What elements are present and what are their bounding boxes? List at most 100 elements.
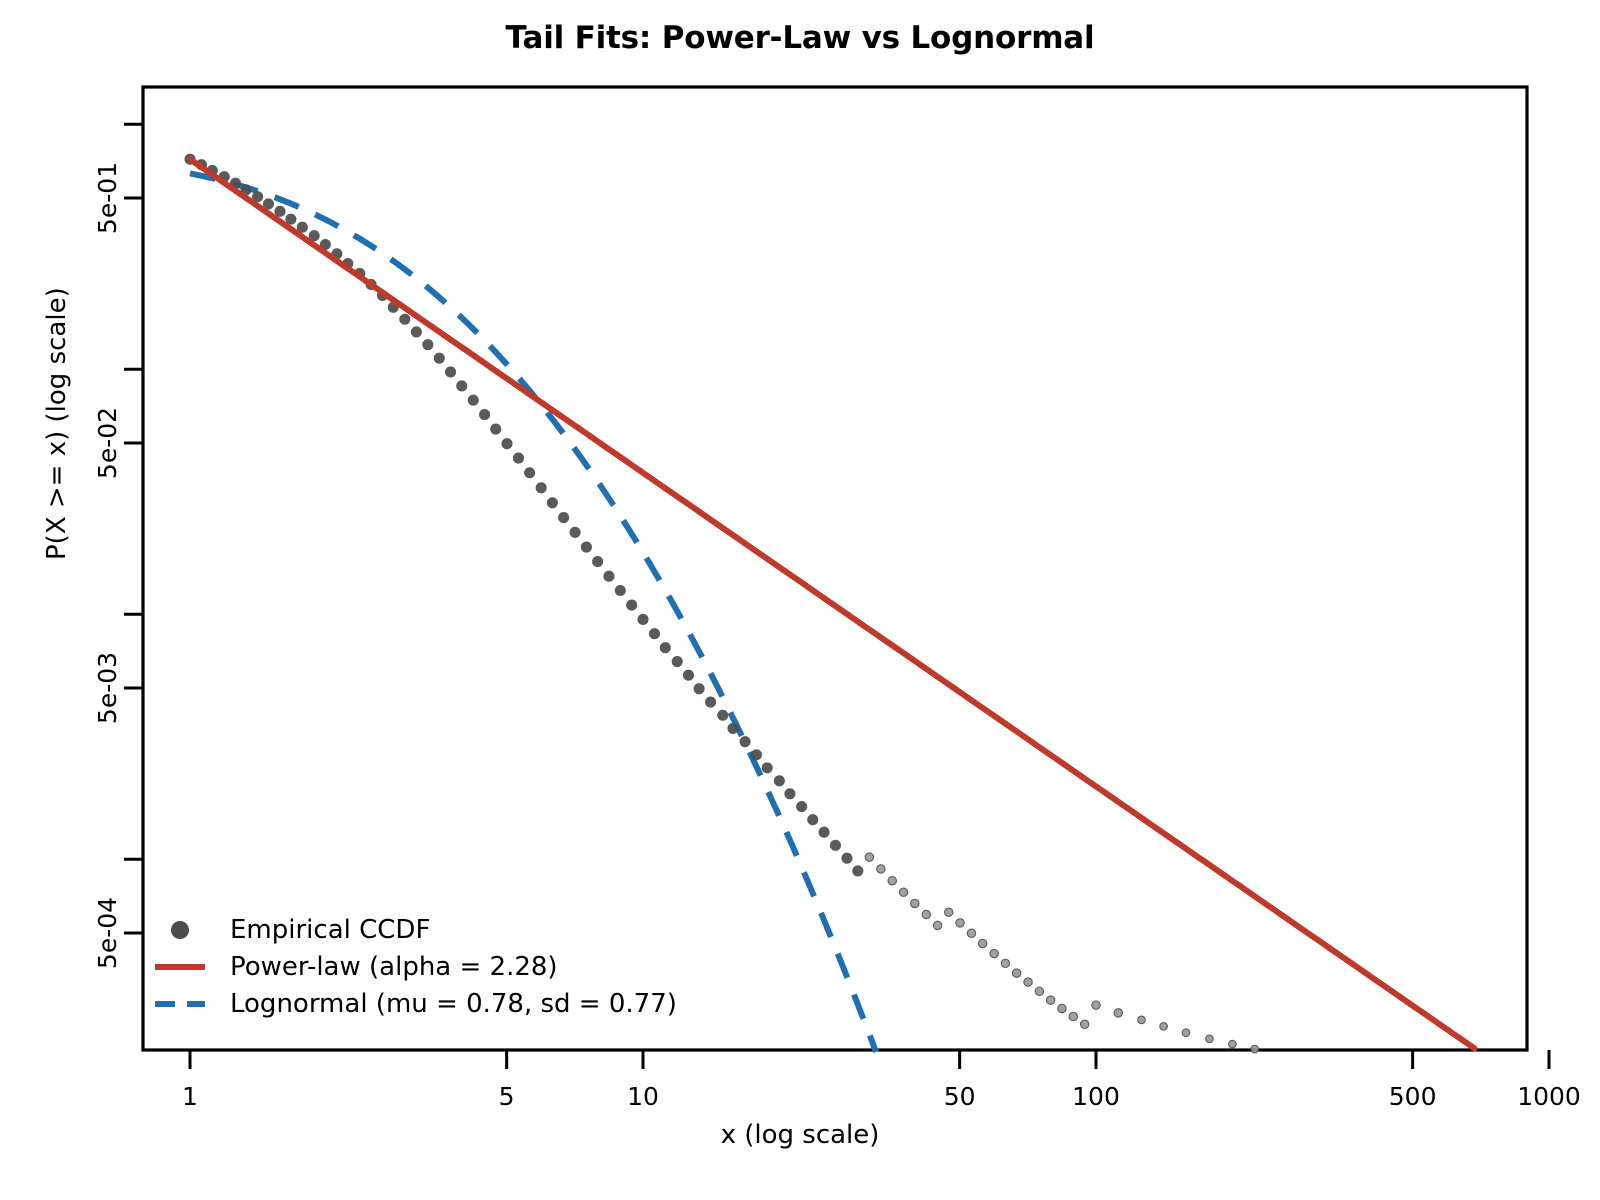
data-point xyxy=(829,839,842,851)
data-point xyxy=(989,948,999,959)
data-point xyxy=(818,826,830,838)
data-point xyxy=(296,221,308,233)
data-point xyxy=(727,722,739,734)
data-point xyxy=(274,205,286,217)
legend-point-marker xyxy=(171,921,189,939)
legend-label: Lognormal (mu = 0.78, sd = 0.77) xyxy=(230,989,677,1019)
data-point xyxy=(524,467,536,479)
data-point xyxy=(750,749,762,761)
legend-item[interactable]: Empirical CCDF xyxy=(171,915,430,945)
data-point xyxy=(682,669,695,681)
data-point xyxy=(671,656,683,668)
x-tick-label: 50 xyxy=(944,1082,976,1111)
data-point xyxy=(796,801,808,813)
data-point xyxy=(308,230,320,242)
plot-frame xyxy=(141,85,1529,1052)
data-point xyxy=(659,642,671,654)
data-point xyxy=(943,907,954,917)
data-point xyxy=(285,213,297,225)
data-point xyxy=(1045,995,1056,1005)
data-point xyxy=(1205,1034,1214,1044)
y-tick-label: 5e-03 xyxy=(93,652,122,724)
data-point xyxy=(761,762,773,774)
data-point xyxy=(592,556,604,568)
data-point xyxy=(648,628,661,640)
data-point xyxy=(932,920,943,931)
chart-title: Tail Fits: Power-Law vs Lognormal xyxy=(505,20,1095,56)
data-point xyxy=(852,865,864,877)
data-point xyxy=(1113,1008,1124,1018)
data-point xyxy=(580,541,592,553)
x-tick-label: 1000 xyxy=(1517,1082,1581,1111)
data-point xyxy=(1181,1028,1191,1037)
data-point xyxy=(876,864,886,874)
data-point xyxy=(535,482,547,494)
data-point xyxy=(626,599,638,611)
data-point xyxy=(966,928,977,938)
legend-item[interactable]: Power-law (alpha = 2.28) xyxy=(155,952,558,982)
data-point xyxy=(490,423,502,435)
legend-label: Empirical CCDF xyxy=(230,915,430,945)
powerlaw-fit-line xyxy=(187,156,1478,1052)
data-point xyxy=(501,438,513,450)
x-tick-label: 500 xyxy=(1389,1082,1437,1111)
data-point xyxy=(1034,986,1045,997)
data-point xyxy=(955,918,965,928)
data-point xyxy=(705,696,717,708)
data-point xyxy=(614,584,626,597)
x-tick-label: 5 xyxy=(499,1082,515,1111)
data-point xyxy=(252,191,264,203)
x-axis-label: x (log scale) xyxy=(720,1120,880,1150)
data-point xyxy=(807,814,819,826)
data-point xyxy=(841,852,853,864)
data-point xyxy=(1068,1011,1079,1022)
data-point xyxy=(1057,1003,1067,1014)
data-point xyxy=(512,452,525,464)
legend-item[interactable]: Lognormal (mu = 0.78, sd = 0.77) xyxy=(155,989,677,1019)
data-point xyxy=(433,352,445,364)
data-point xyxy=(399,313,411,325)
data-point xyxy=(546,497,558,509)
data-point xyxy=(603,570,615,582)
y-axis-ticks: 5e-01 5e-02 5e-03 5e-04 xyxy=(93,122,143,969)
legend-label: Power-law (alpha = 2.28) xyxy=(230,952,558,982)
data-point xyxy=(887,876,898,886)
data-point xyxy=(977,938,988,949)
y-tick-label: 5e-04 xyxy=(93,897,122,969)
data-point xyxy=(262,198,275,210)
x-tick-label: 1 xyxy=(182,1082,198,1111)
data-point xyxy=(410,326,422,338)
data-point xyxy=(1159,1021,1168,1031)
data-point xyxy=(784,788,796,800)
data-point xyxy=(864,852,875,862)
data-point xyxy=(693,683,705,695)
data-point xyxy=(1228,1039,1237,1049)
data-point xyxy=(1011,968,1022,978)
data-point xyxy=(773,775,785,787)
data-point xyxy=(467,394,479,406)
data-point xyxy=(1250,1044,1260,1054)
data-point xyxy=(898,887,909,898)
series-powerlaw xyxy=(187,156,1478,1052)
data-point xyxy=(479,409,491,421)
data-point xyxy=(445,366,457,378)
data-point xyxy=(717,709,729,721)
data-point xyxy=(637,613,649,626)
y-tick-label: 5e-02 xyxy=(93,407,122,479)
x-tick-label: 100 xyxy=(1072,1082,1120,1111)
data-point xyxy=(909,898,920,909)
chart-legend: Empirical CCDF Power-law (alpha = 2.28) Lo… xyxy=(155,915,677,1019)
data-point xyxy=(1023,977,1033,987)
data-point xyxy=(422,339,434,351)
x-axis-ticks: 1 5 10 50 100 500 1000 xyxy=(182,1050,1581,1111)
x-tick-label: 10 xyxy=(627,1082,659,1111)
data-point xyxy=(1000,958,1011,969)
data-point xyxy=(456,380,468,392)
data-point xyxy=(1091,1000,1101,1010)
y-axis-label: P(X >= x) (log scale) xyxy=(42,287,72,560)
y-tick-label: 5e-01 xyxy=(93,162,122,234)
data-point xyxy=(569,526,581,538)
data-point xyxy=(1079,1019,1090,1030)
